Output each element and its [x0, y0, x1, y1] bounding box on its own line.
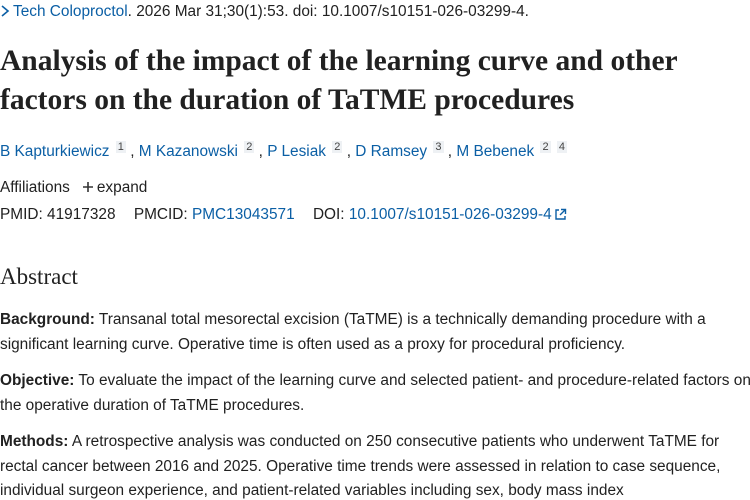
author-link[interactable]: B Kapturkiewicz	[0, 143, 110, 161]
article-title: Analysis of the impact of the learning c…	[0, 45, 678, 116]
pmcid-link[interactable]: PMC13043571	[191, 206, 295, 223]
section-text: To evaluate the impact of the learning c…	[0, 372, 750, 414]
external-link-path	[554, 208, 566, 220]
affiliation-ref[interactable]: 1	[115, 141, 126, 153]
section-text: Transanal total mesorectal excision (TaT…	[0, 311, 706, 353]
author-link[interactable]: M Bebenek	[456, 143, 535, 161]
section-label: Objective:	[0, 372, 75, 389]
author-link[interactable]: D Ramsey	[355, 143, 428, 161]
section-text: A retrospective analysis was conducted o…	[0, 433, 721, 499]
identifiers: PMID: 41917328 PMCID: PMC13043571 DOI: 1…	[0, 206, 567, 224]
doi-link[interactable]: 10.1007/s10151-026-03299-4	[348, 206, 552, 223]
affiliation-ref[interactable]: 3	[433, 141, 444, 153]
pmid: 41917328	[47, 206, 116, 223]
abstract-heading: Abstract	[0, 264, 78, 289]
affiliation-ref[interactable]: 2	[244, 141, 255, 153]
chevron-icon	[1, 5, 10, 17]
pmcid-label: PMCID:	[133, 206, 188, 223]
external-link-icon	[554, 208, 566, 220]
affiliations-label: Affiliations	[0, 179, 70, 196]
citation: Tech Coloproctol. 2026 Mar 31;30(1):53. …	[0, 3, 529, 21]
section-label: Background:	[0, 311, 95, 328]
author: M Bebenek 2 4	[448, 141, 568, 161]
plus-icon[interactable]	[82, 181, 94, 193]
author-list: B Kapturkiewicz 1 M Kazanowski 2 P Lesia…	[0, 141, 568, 161]
expand-toggle[interactable]: expand	[96, 179, 148, 196]
author: M Kazanowski 2	[130, 141, 255, 161]
affiliation-ref[interactable]: 2	[540, 141, 551, 153]
abstract: Background: Transanal total mesorectal e…	[0, 308, 750, 500]
pmid-label: PMID:	[0, 206, 43, 223]
author-link[interactable]: P Lesiak	[267, 143, 326, 161]
author: P Lesiak 2	[259, 141, 343, 161]
affiliations-row: Affiliations expand	[0, 179, 147, 197]
citation-details: . 2026 Mar 31;30(1):53. doi: 10.1007/s10…	[127, 3, 529, 20]
abstract-section: Background: Transanal total mesorectal e…	[0, 308, 750, 357]
section-label: Methods:	[0, 433, 69, 450]
plus-path	[82, 182, 93, 192]
abstract-section: Methods: A retrospective analysis was co…	[0, 430, 750, 500]
affiliation-ref[interactable]: 4	[556, 141, 568, 153]
author-link[interactable]: M Kazanowski	[138, 143, 238, 161]
affiliation-ref[interactable]: 2	[332, 141, 343, 153]
abstract-section: Objective: To evaluate the impact of the…	[0, 369, 750, 418]
journal-link[interactable]: Tech Coloproctol	[13, 3, 128, 20]
author: D Ramsey 3	[347, 141, 444, 161]
author: B Kapturkiewicz 1	[0, 141, 126, 161]
chevron-path	[1, 5, 10, 17]
doi-label: DOI:	[312, 206, 345, 223]
